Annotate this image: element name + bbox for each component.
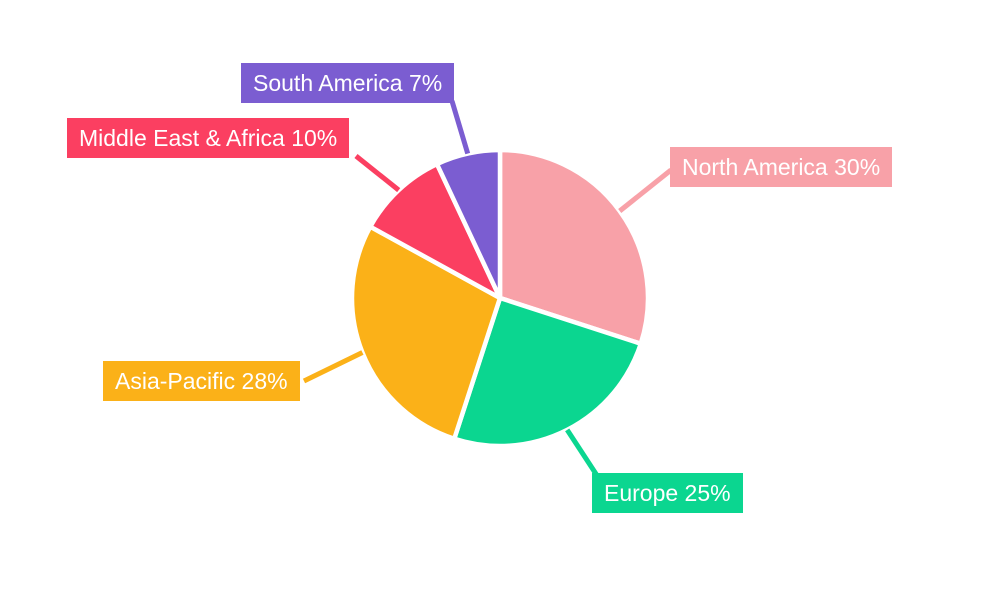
pie-slice-europe[interactable] xyxy=(452,295,644,449)
slice-label-south-america: South America 7% xyxy=(241,63,455,103)
leader-line-north-america xyxy=(618,168,673,213)
slice-label-asia-pacific: Asia-Pacific 28% xyxy=(103,361,300,401)
leader-line-middle-east-africa xyxy=(354,154,401,193)
leader-line-europe xyxy=(565,428,601,479)
slice-label-middle-east-africa: Middle East & Africa 10% xyxy=(67,118,350,158)
slice-label-north-america: North America 30% xyxy=(670,147,893,187)
leader-line-asia-pacific xyxy=(302,350,364,384)
leader-line-south-america xyxy=(449,100,471,155)
pie-slice-south-america[interactable] xyxy=(434,147,503,301)
slice-label-europe: Europe 25% xyxy=(592,473,743,513)
pie-slice-middle-east-africa[interactable] xyxy=(368,161,503,301)
